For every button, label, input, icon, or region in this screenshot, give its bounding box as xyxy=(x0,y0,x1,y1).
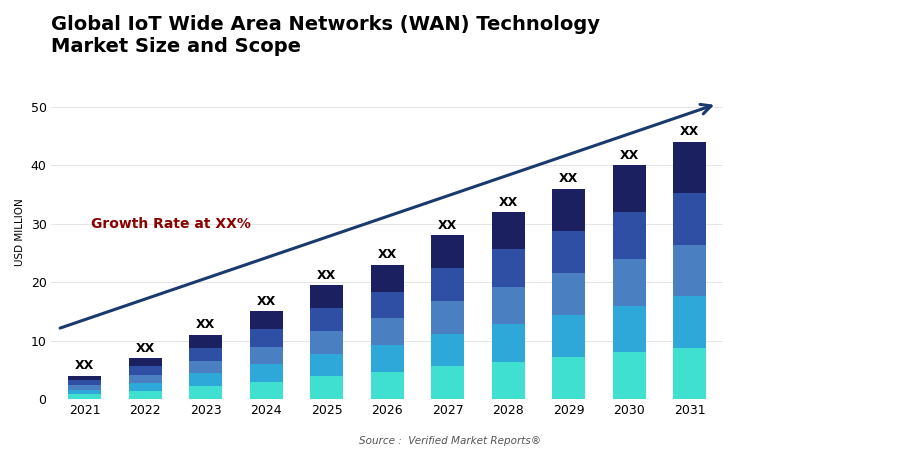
Bar xyxy=(371,292,404,319)
Bar xyxy=(310,354,343,376)
Bar xyxy=(68,390,102,395)
Bar xyxy=(673,296,707,348)
Bar xyxy=(68,395,102,399)
Bar xyxy=(431,268,464,301)
Bar xyxy=(129,383,162,391)
Bar xyxy=(552,273,585,315)
Bar xyxy=(249,346,283,364)
Text: Growth Rate at XX%: Growth Rate at XX% xyxy=(91,217,250,231)
Bar xyxy=(431,235,464,268)
Text: XX: XX xyxy=(317,269,337,282)
Bar xyxy=(552,357,585,399)
Bar xyxy=(189,335,222,348)
Y-axis label: USD MILLION: USD MILLION xyxy=(15,198,25,266)
Bar xyxy=(68,385,102,390)
Bar xyxy=(189,374,222,386)
Bar xyxy=(249,311,283,329)
Bar xyxy=(68,380,102,385)
Bar xyxy=(431,301,464,333)
Bar xyxy=(249,382,283,399)
Bar xyxy=(371,372,404,399)
Text: XX: XX xyxy=(136,342,155,355)
Bar xyxy=(310,376,343,399)
Text: XX: XX xyxy=(256,295,275,308)
Bar xyxy=(189,386,222,399)
Bar xyxy=(189,360,222,374)
Text: Global IoT Wide Area Networks (WAN) Technology
Market Size and Scope: Global IoT Wide Area Networks (WAN) Tech… xyxy=(51,15,600,56)
Bar xyxy=(491,324,525,362)
Text: XX: XX xyxy=(196,318,215,331)
Bar xyxy=(431,333,464,366)
Bar xyxy=(613,259,646,306)
Bar xyxy=(613,165,646,212)
Bar xyxy=(613,212,646,259)
Bar xyxy=(673,245,707,296)
Bar xyxy=(613,306,646,352)
Bar xyxy=(371,345,404,372)
Bar xyxy=(491,287,525,324)
Bar xyxy=(310,308,343,331)
Bar xyxy=(552,189,585,231)
Bar xyxy=(249,329,283,346)
Text: XX: XX xyxy=(680,126,699,139)
Bar xyxy=(189,348,222,360)
Text: XX: XX xyxy=(75,359,94,372)
Bar xyxy=(129,374,162,383)
Bar xyxy=(491,362,525,399)
Text: XX: XX xyxy=(499,196,517,208)
Bar xyxy=(673,142,707,194)
Bar xyxy=(552,315,585,357)
Bar xyxy=(129,366,162,374)
Bar xyxy=(673,194,707,245)
Bar xyxy=(673,348,707,399)
Bar xyxy=(613,352,646,399)
Bar xyxy=(431,366,464,399)
Bar xyxy=(129,358,162,366)
Bar xyxy=(491,212,525,249)
Bar xyxy=(552,231,585,273)
Bar xyxy=(491,249,525,287)
Text: Source :  Verified Market Reports®: Source : Verified Market Reports® xyxy=(359,436,541,446)
Text: XX: XX xyxy=(559,172,579,185)
Bar xyxy=(68,376,102,380)
Bar xyxy=(371,265,404,292)
Text: XX: XX xyxy=(438,219,457,232)
Bar xyxy=(310,285,343,308)
Bar xyxy=(249,364,283,382)
Text: XX: XX xyxy=(619,149,639,162)
Text: XX: XX xyxy=(378,248,397,261)
Bar xyxy=(371,319,404,345)
Bar xyxy=(310,331,343,354)
Bar xyxy=(129,391,162,399)
